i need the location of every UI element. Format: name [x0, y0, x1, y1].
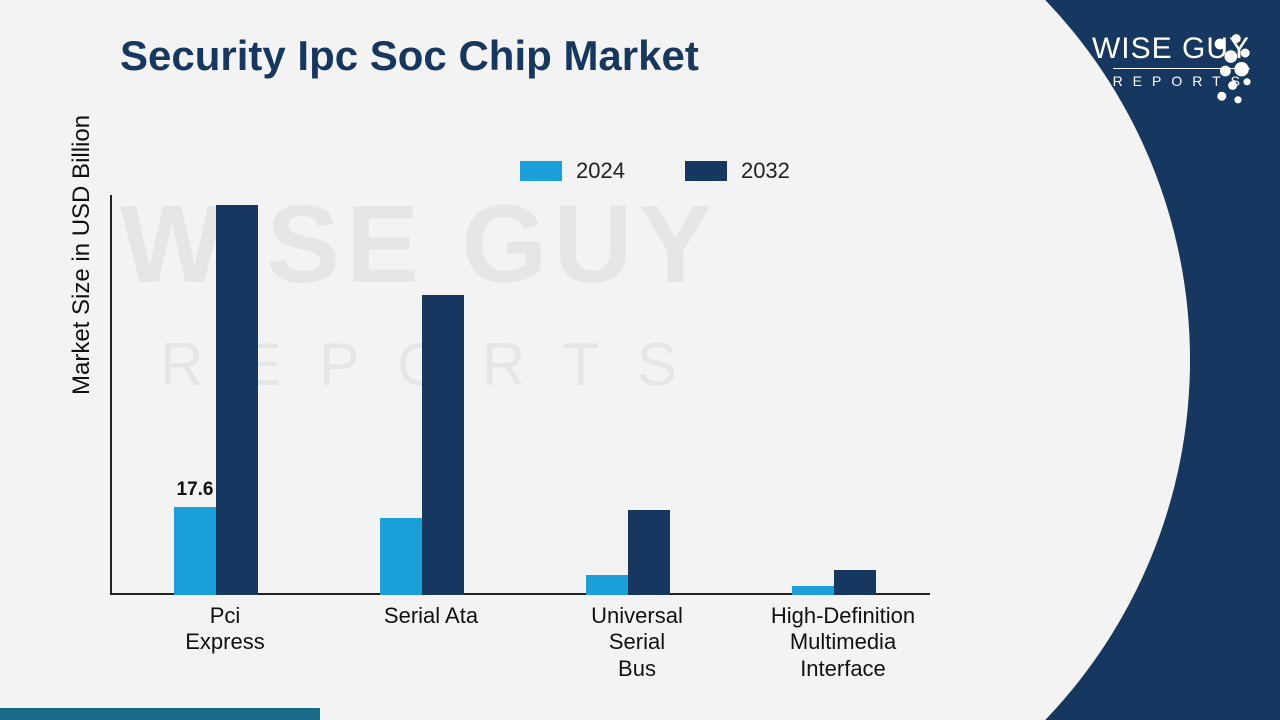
y-axis-label: Market Size in USD Billion	[68, 115, 96, 395]
legend-label: 2024	[576, 158, 625, 184]
chart-canvas: WISE GUY REPORTS Security Ipc Soc Chip M…	[0, 0, 1280, 720]
bar-2024	[586, 575, 628, 595]
chart-plot-area: PciExpressSerial AtaUniversalSerialBusHi…	[110, 195, 930, 595]
legend-item-2032: 2032	[685, 158, 790, 184]
bottom-strip	[0, 708, 320, 720]
x-axis-category-label: Serial Ata	[346, 603, 516, 629]
bar-2024	[380, 518, 422, 596]
legend-swatch	[520, 161, 562, 181]
x-axis-category-label: PciExpress	[140, 603, 310, 656]
bar-value-label: 17.6	[177, 479, 214, 501]
logo-text-main: WISE GUY	[1092, 32, 1250, 66]
brand-logo: WISE GUY REPORTS	[1092, 32, 1250, 91]
chart-legend: 2024 2032	[520, 158, 790, 184]
bar-2032	[216, 205, 258, 595]
bar-2032	[628, 510, 670, 595]
x-axis-category-label: UniversalSerialBus	[552, 603, 722, 682]
chart-title: Security Ipc Soc Chip Market	[120, 32, 699, 80]
bar-2032	[834, 570, 876, 595]
bar-2032	[422, 295, 464, 595]
legend-item-2024: 2024	[520, 158, 625, 184]
legend-label: 2032	[741, 158, 790, 184]
y-axis-line	[110, 195, 112, 595]
x-axis-category-label: High-DefinitionMultimediaInterface	[758, 603, 928, 682]
bar-2024	[792, 586, 834, 595]
bar-2024	[174, 507, 216, 595]
legend-swatch	[685, 161, 727, 181]
logo-text-sub: REPORTS	[1113, 68, 1250, 89]
